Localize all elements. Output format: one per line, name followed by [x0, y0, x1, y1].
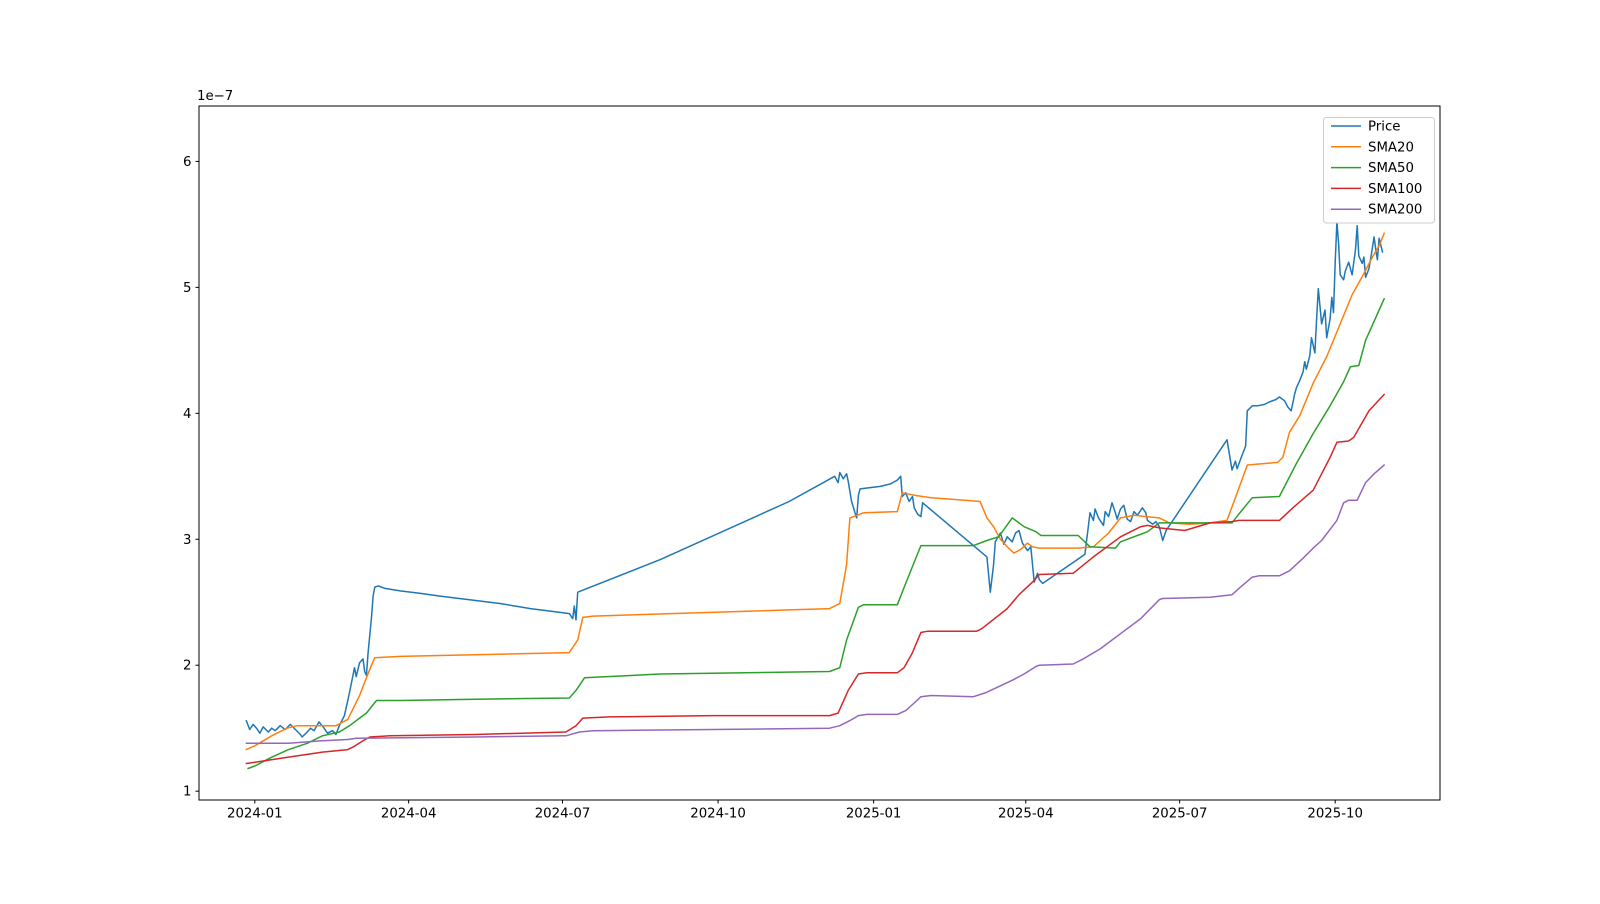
legend-label-sma50: SMA50	[1368, 161, 1414, 176]
legend-label-sma100: SMA100	[1368, 182, 1422, 197]
x-tick-label: 2025-04	[998, 807, 1054, 822]
series-line-sma200	[245, 464, 1385, 745]
x-tick-label: 2024-07	[535, 807, 591, 822]
series-lines	[245, 221, 1385, 770]
axes	[198, 105, 1441, 801]
x-tick-label: 2025-07	[1152, 807, 1208, 822]
x-tick-label: 2025-01	[846, 807, 902, 822]
x-tick-label: 2024-04	[381, 807, 437, 822]
y-tick-label: 4	[183, 407, 191, 422]
legend-label-sma200: SMA200	[1368, 203, 1422, 218]
series-line-sma50	[247, 297, 1385, 770]
y-tick-label: 1	[183, 785, 191, 800]
plot-border	[198, 105, 1441, 801]
y-axis-ticks: 1 2 3 4 5 6	[183, 155, 199, 800]
series-line-sma20	[245, 232, 1385, 751]
x-axis-ticks: 2024-01 2024-04 2024-07 2024-10 2025-01 2025-…	[227, 800, 1363, 822]
x-tick-label: 2025-10	[1307, 807, 1363, 822]
series-line-sma100	[245, 393, 1385, 765]
x-tick-label: 2024-01	[227, 807, 283, 822]
legend-label-sma20: SMA20	[1368, 140, 1414, 155]
series-line-price	[245, 221, 1384, 738]
y-tick-label: 5	[183, 281, 191, 296]
y-axis-offset-label: 1e−7	[197, 89, 233, 104]
y-tick-label: 6	[183, 155, 191, 170]
legend-label-price: Price	[1368, 120, 1400, 135]
y-tick-label: 3	[183, 533, 191, 548]
x-tick-label: 2024-10	[690, 807, 746, 822]
y-tick-label: 2	[183, 659, 191, 674]
legend: Price SMA20 SMA50 SMA100 SMA200	[1323, 117, 1435, 224]
legend-box	[1323, 117, 1435, 224]
